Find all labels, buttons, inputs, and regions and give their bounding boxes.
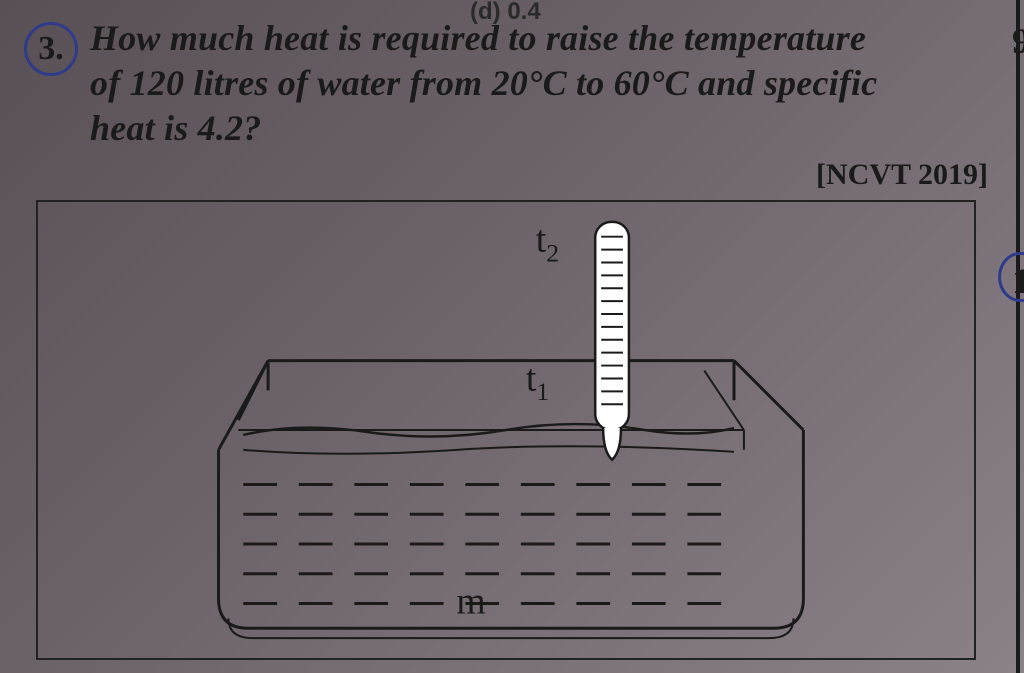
figure-container: t2 t1 m <box>36 200 976 660</box>
label-t1: t1 <box>526 357 549 406</box>
question-line-2: of 120 litres of water from 20°C to 60°C… <box>90 61 970 106</box>
question-number-circle: 3. <box>24 22 78 76</box>
question-text: How much heat is required to raise the t… <box>90 16 970 151</box>
page: (d) 0.4 3. How much heat is required to … <box>0 0 1024 673</box>
edge-char-mid: 1 <box>1012 260 1024 302</box>
question-number: 3. <box>38 30 64 68</box>
water-tank-diagram: t2 t1 m <box>38 202 974 658</box>
question-line-1: How much heat is required to raise the t… <box>90 16 970 61</box>
label-t2: t2 <box>536 219 559 268</box>
label-m: m <box>456 580 485 622</box>
page-right-border <box>1016 0 1020 673</box>
edge-char-top: 9 <box>1012 20 1024 62</box>
source-tag: [NCVT 2019] <box>816 158 988 192</box>
question-line-3: heat is 4.2? <box>90 106 970 151</box>
